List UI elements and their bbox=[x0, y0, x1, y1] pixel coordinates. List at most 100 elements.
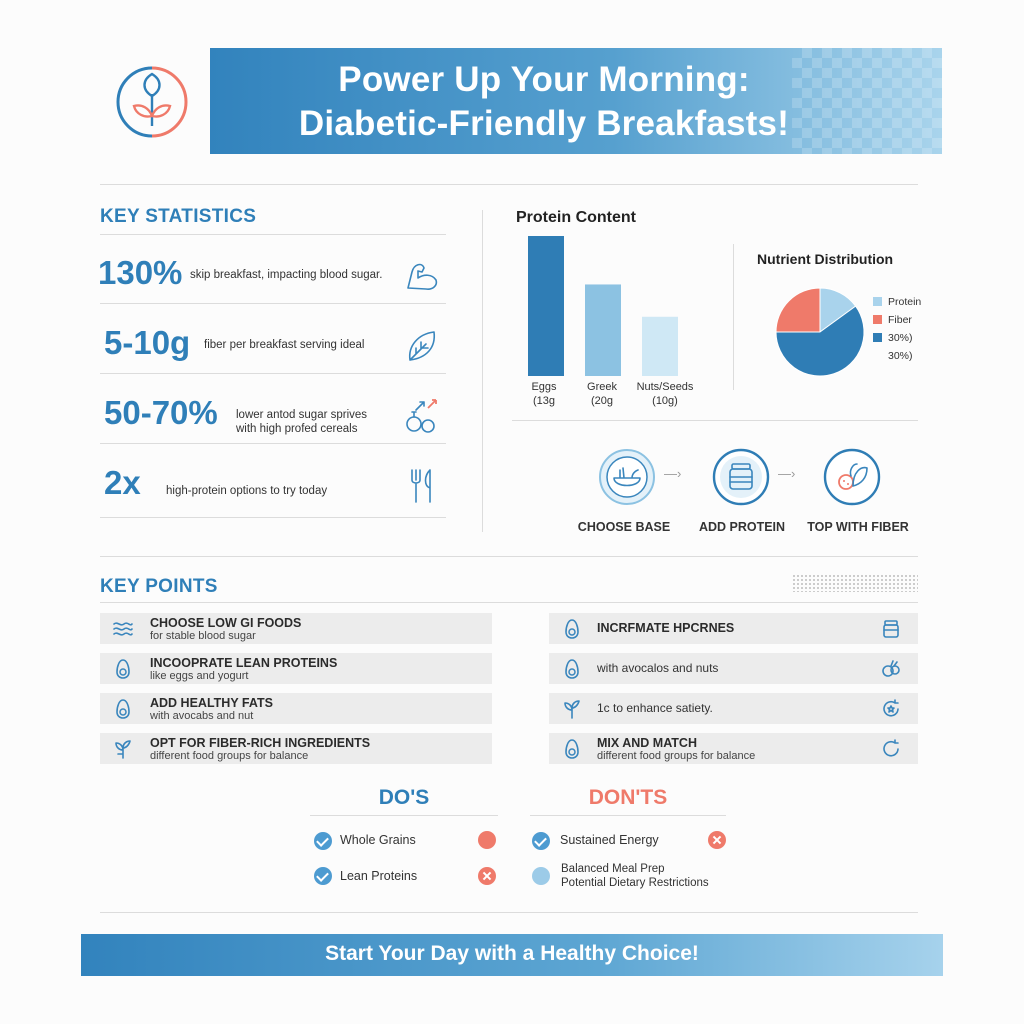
legend-swatch bbox=[873, 333, 882, 342]
bar-sublabel: (13g bbox=[532, 395, 556, 407]
fork-knife-icon bbox=[402, 466, 442, 506]
bar-category: Greek bbox=[587, 381, 617, 393]
key-point-item: CHOOSE LOW GI FOODS for stable blood sug… bbox=[100, 613, 492, 644]
stat-row: 2x high-protein options to try today bbox=[100, 452, 446, 518]
close-icon bbox=[708, 831, 726, 849]
key-point-sub: different food groups for balance bbox=[150, 750, 309, 762]
avocado-icon bbox=[112, 658, 134, 680]
page-title-line2: Diabetic-Friendly Breakfasts! bbox=[298, 104, 790, 143]
step-label: CHOOSE BASE bbox=[577, 520, 671, 534]
bar-category: Nuts/Seeds bbox=[636, 381, 694, 393]
divider bbox=[100, 184, 918, 185]
page-title-line1: Power Up Your Morning: bbox=[338, 60, 750, 99]
key-point-item: INCRFMATE HPCRNES bbox=[549, 613, 918, 644]
divider bbox=[530, 815, 726, 816]
key-point-title: INCOOPRATE LEAN PROTEINS bbox=[150, 656, 338, 670]
key-point-item: ADD HEALTHY FATS with avocabs and nut bbox=[100, 693, 492, 724]
protein-bar-chart bbox=[528, 236, 678, 376]
stat-value: 50-70% bbox=[104, 394, 218, 431]
legend-label: Fiber bbox=[888, 314, 912, 326]
bar-sublabel: (20g bbox=[590, 395, 614, 407]
donts-item: Sustained Energy bbox=[560, 833, 659, 847]
stat-row: 130% skip breakfast, impacting blood sug… bbox=[98, 242, 446, 304]
divider bbox=[512, 420, 918, 421]
key-point-sub: different food groups for balance bbox=[597, 750, 756, 762]
cycle-icon bbox=[880, 698, 902, 720]
nutrient-pie-chart bbox=[775, 287, 865, 377]
donts-title: DON'TS bbox=[588, 786, 668, 809]
legend-item: Fiber bbox=[873, 314, 912, 326]
stat-value: 5-10g bbox=[104, 324, 191, 361]
key-point-sub: like eggs and yogurt bbox=[150, 670, 249, 682]
step-label: TOP WITH FIBER bbox=[807, 520, 909, 534]
title-banner: Power Up Your Morning: Diabetic-Friendly… bbox=[210, 48, 942, 154]
divider bbox=[100, 234, 446, 235]
key-point-title: MIX AND MATCH bbox=[597, 736, 697, 750]
dos-title: DO'S bbox=[378, 786, 430, 809]
stat-value: 2x bbox=[104, 464, 141, 501]
protein-chart-title: Protein Content bbox=[516, 209, 636, 226]
divider bbox=[100, 912, 918, 913]
bar-tick-label: Nuts/Seeds (10g) bbox=[630, 380, 700, 408]
key-point-text: with avocalos and nuts bbox=[597, 661, 719, 675]
key-point-sub: for stable blood sugar bbox=[150, 630, 256, 642]
stat-text: skip breakfast, impacting blood sugar. bbox=[190, 269, 383, 281]
legend-label: 30%) bbox=[888, 350, 913, 362]
avocado-icon bbox=[561, 618, 583, 640]
nutrient-chart-title: Nutrient Distribution bbox=[757, 251, 894, 267]
key-points-title: KEY POINTS bbox=[100, 576, 218, 597]
berries-icon bbox=[880, 658, 902, 680]
footer-text: Start Your Day with a Healthy Choice! bbox=[325, 942, 699, 965]
avocado-icon bbox=[561, 738, 583, 760]
banner-pattern bbox=[792, 48, 942, 154]
stat-row: 5-10g fiber per breakfast serving ideal bbox=[100, 312, 446, 374]
muscle-arm-icon bbox=[402, 256, 442, 296]
avocado-icon bbox=[561, 658, 583, 680]
divider bbox=[100, 602, 918, 603]
bar-tick-label: Eggs (13g bbox=[509, 380, 579, 408]
legend-label: Protein bbox=[888, 296, 922, 308]
bar-eggs bbox=[528, 236, 564, 376]
vertical-divider bbox=[482, 210, 483, 532]
vertical-divider bbox=[733, 244, 734, 390]
step-label: ADD PROTEIN bbox=[698, 520, 786, 534]
key-point-item: INCOOPRATE LEAN PROTEINS like eggs and y… bbox=[100, 653, 492, 684]
key-point-title: INCRFMATE HPCRNES bbox=[597, 621, 735, 635]
key-statistics-title: KEY STATISTICS bbox=[100, 206, 257, 227]
key-point-title: CHOOSE LOW GI FOODS bbox=[150, 616, 302, 630]
leaf-icon bbox=[402, 326, 442, 366]
jar-icon bbox=[712, 448, 770, 506]
stat-text: fiber per breakfast serving ideal bbox=[204, 339, 365, 351]
bar-sublabel: (10g) bbox=[652, 395, 678, 407]
key-point-item: OPT FOR FIBER-RICH INGREDIENTS different… bbox=[100, 733, 492, 764]
waves-icon bbox=[112, 618, 134, 640]
key-point-item: MIX AND MATCH different food groups for … bbox=[549, 733, 918, 764]
check-icon bbox=[532, 832, 550, 850]
dos-item: Whole Grains bbox=[340, 833, 416, 847]
dot-pattern bbox=[792, 574, 918, 592]
footer-banner: Start Your Day with a Healthy Choice! bbox=[81, 934, 943, 976]
bar-tick-label: Greek (20g bbox=[567, 380, 637, 408]
stat-value: 130% bbox=[98, 254, 183, 291]
berries-icon bbox=[823, 448, 881, 506]
donts-item: Potential Dietary Restrictions bbox=[561, 877, 709, 889]
jar-icon bbox=[880, 618, 902, 640]
stat-text-line1: lower antod sugar sprives bbox=[236, 409, 368, 421]
legend-item: Protein bbox=[873, 296, 921, 308]
status-dot-icon bbox=[478, 831, 496, 849]
legend-label: 30%) bbox=[888, 332, 913, 344]
bar-greek bbox=[585, 284, 621, 376]
fruit-trend-icon bbox=[402, 396, 442, 436]
bar-nuts-seeds bbox=[642, 316, 678, 376]
stat-row: 50-70% lower antod sugar sprives with hi… bbox=[100, 382, 446, 444]
legend-swatch bbox=[873, 297, 882, 306]
stat-text: lower antod sugar sprives with high prof… bbox=[236, 408, 367, 436]
bar-category: Eggs bbox=[531, 381, 557, 393]
divider bbox=[100, 556, 918, 557]
key-point-title: OPT FOR FIBER-RICH INGREDIENTS bbox=[150, 736, 371, 750]
key-point-item: with avocalos and nuts bbox=[549, 653, 918, 684]
stat-text: high-protein options to try today bbox=[166, 485, 328, 497]
legend-swatch bbox=[873, 315, 882, 324]
key-point-sub: with avocabs and nut bbox=[150, 710, 254, 722]
refresh-icon bbox=[880, 738, 902, 760]
